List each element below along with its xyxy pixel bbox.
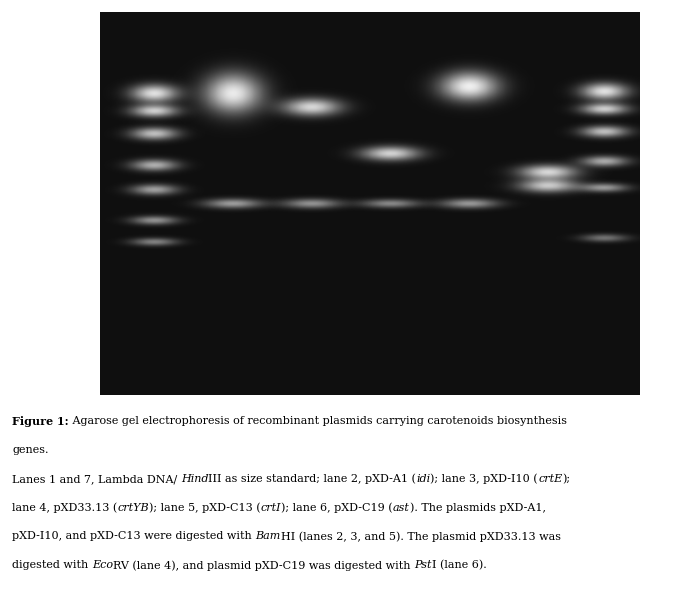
Text: crtE: crtE: [538, 474, 562, 484]
Text: pXD-I10, and pXD-C13 were digested with: pXD-I10, and pXD-C13 were digested with: [12, 531, 256, 541]
Text: ast: ast: [393, 503, 410, 513]
Text: 7: 7: [600, 0, 608, 7]
Text: idi: idi: [416, 474, 430, 484]
Text: III as size standard; lane 2, pXD-A1 (: III as size standard; lane 2, pXD-A1 (: [209, 474, 416, 485]
Text: digested with: digested with: [12, 560, 92, 570]
Text: crtYB: crtYB: [118, 503, 149, 513]
Text: 2: 2: [228, 0, 237, 7]
Text: 6: 6: [543, 0, 552, 7]
Text: 4: 4: [386, 0, 394, 7]
Text: 1: 1: [150, 0, 158, 7]
Text: ); lane 5, pXD-C13 (: ); lane 5, pXD-C13 (: [149, 503, 260, 513]
Text: genes.: genes.: [12, 445, 49, 455]
Text: ); lane 6, pXD-C19 (: ); lane 6, pXD-C19 (: [282, 503, 393, 513]
Text: HI (lanes 2, 3, and 5). The plasmid pXD33.13 was: HI (lanes 2, 3, and 5). The plasmid pXD3…: [281, 531, 561, 542]
Text: );: );: [562, 474, 571, 484]
Text: 3: 3: [307, 0, 316, 7]
Text: Pst: Pst: [414, 560, 432, 570]
Text: Agarose gel electrophoresis of recombinant plasmids carrying carotenoids biosynt: Agarose gel electrophoresis of recombina…: [69, 416, 567, 426]
Text: I (lane 6).: I (lane 6).: [432, 560, 486, 570]
Text: ); lane 3, pXD-I10 (: ); lane 3, pXD-I10 (: [430, 474, 538, 485]
Text: crtI: crtI: [260, 503, 282, 513]
Text: Lanes 1 and 7, Lambda DNA/: Lanes 1 and 7, Lambda DNA/: [12, 474, 181, 484]
Text: Eco: Eco: [92, 560, 113, 570]
Text: Hind: Hind: [181, 474, 209, 484]
Text: ). The plasmids pXD-A1,: ). The plasmids pXD-A1,: [410, 503, 546, 513]
Text: 5: 5: [464, 0, 473, 7]
Text: lane 4, pXD33.13 (: lane 4, pXD33.13 (: [12, 503, 118, 513]
Text: Figure 1:: Figure 1:: [12, 416, 69, 427]
Text: Bam: Bam: [256, 531, 281, 541]
Text: RV (lane 4), and plasmid pXD-C19 was digested with: RV (lane 4), and plasmid pXD-C19 was dig…: [113, 560, 414, 571]
